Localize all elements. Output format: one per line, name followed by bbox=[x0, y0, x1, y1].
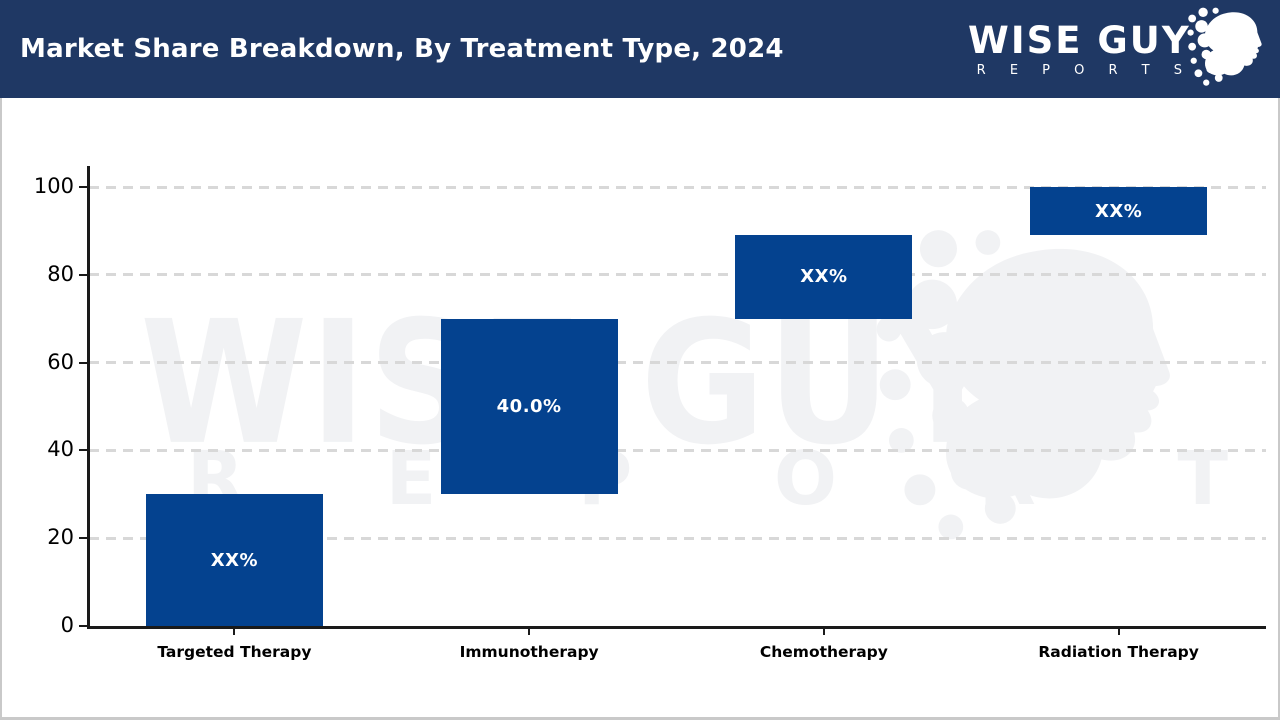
y-tick bbox=[79, 537, 87, 540]
x-tick bbox=[528, 628, 531, 635]
bar: XX% bbox=[145, 494, 323, 626]
brand-logo: WISE GUY R E P O R T S bbox=[967, 6, 1266, 92]
y-tick-label: 0 bbox=[60, 613, 74, 637]
x-tick bbox=[1117, 628, 1120, 635]
x-axis-line bbox=[87, 626, 1266, 629]
content-area: WISE GUY R E P O R T S 020406080100XX%Ta… bbox=[0, 98, 1280, 720]
bar-value-label: 40.0% bbox=[496, 395, 562, 417]
y-tick bbox=[79, 449, 87, 452]
x-tick-label: Radiation Therapy bbox=[1038, 643, 1199, 661]
x-tick-label: Targeted Therapy bbox=[157, 643, 312, 661]
header: Market Share Breakdown, By Treatment Typ… bbox=[0, 0, 1280, 98]
logo-face-icon bbox=[1187, 7, 1262, 86]
bar-value-label: XX% bbox=[1094, 200, 1143, 222]
gridline bbox=[89, 361, 1266, 365]
logo-wordmark-line1: WISE GUY bbox=[968, 18, 1191, 62]
y-tick bbox=[79, 361, 87, 364]
gridline bbox=[89, 536, 1266, 540]
bar-value-label: XX% bbox=[800, 266, 848, 288]
gridline bbox=[89, 273, 1266, 277]
page-title: Market Share Breakdown, By Treatment Typ… bbox=[20, 34, 784, 64]
x-tick bbox=[822, 628, 825, 635]
x-tick-label: Chemotherapy bbox=[759, 643, 888, 661]
bar: 40.0% bbox=[440, 318, 618, 495]
logo-wordmark-line2: R E P O R T S bbox=[976, 62, 1192, 78]
y-tick-label: 40 bbox=[47, 437, 74, 462]
watermark-face-icon bbox=[876, 230, 1170, 540]
bar: XX% bbox=[1030, 187, 1208, 236]
y-tick-label: 80 bbox=[47, 261, 74, 286]
y-tick-label: 20 bbox=[47, 525, 74, 550]
bar-value-label: XX% bbox=[210, 549, 259, 571]
plot-area: 0 20 40 60 80 100 XX% Targeted Therapy 40.0% Immu… bbox=[2, 98, 1278, 717]
logo-wordmark: WISE GUY R E P O R T S bbox=[967, 22, 1192, 77]
y-tick-label: 60 bbox=[47, 349, 74, 374]
y-axis-line bbox=[87, 166, 90, 628]
y-tick-label: 100 bbox=[33, 174, 74, 198]
y-tick bbox=[79, 186, 87, 188]
y-tick bbox=[79, 273, 87, 276]
gridline bbox=[89, 448, 1266, 452]
bar: XX% bbox=[735, 235, 913, 319]
gridline bbox=[89, 185, 1266, 189]
y-tick bbox=[79, 625, 87, 627]
x-tick bbox=[233, 628, 236, 635]
x-tick-label: Immunotherapy bbox=[459, 643, 599, 661]
